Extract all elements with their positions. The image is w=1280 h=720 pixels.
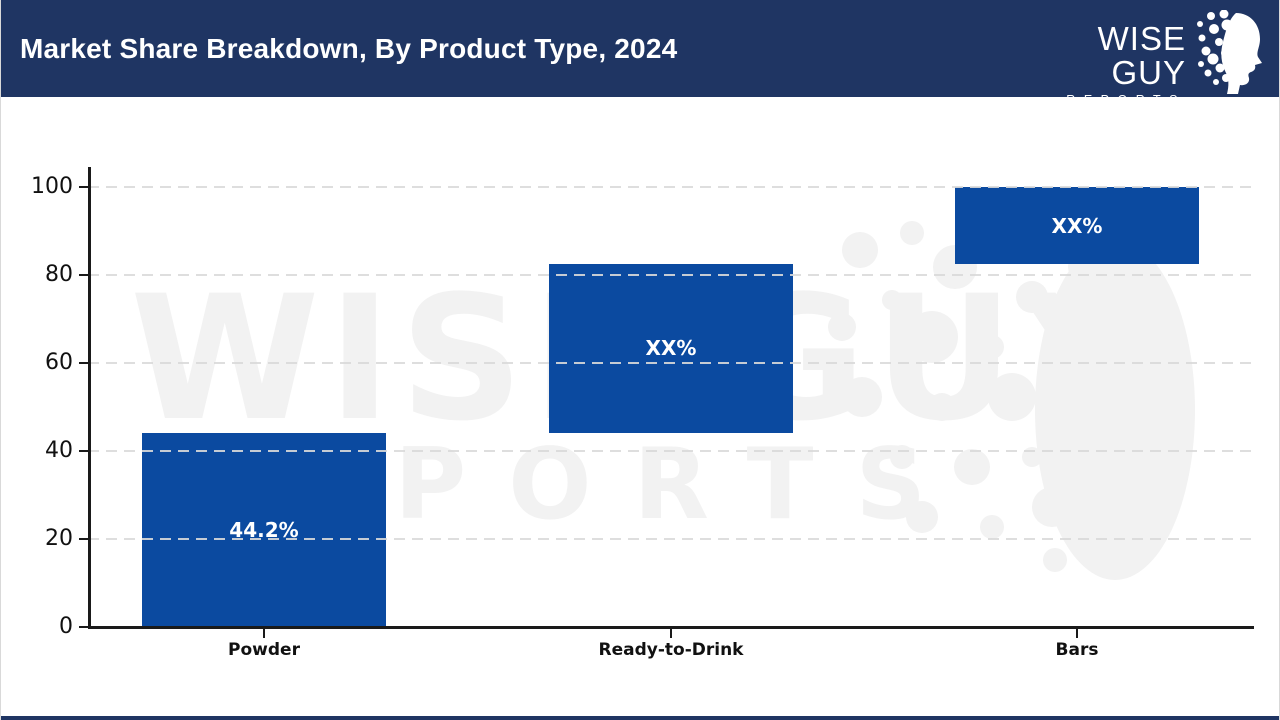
y-tick-label-0: 0 xyxy=(59,614,73,639)
gridline-100 xyxy=(88,186,1254,188)
watermark-head-dots xyxy=(828,221,1195,580)
x-tick-2 xyxy=(669,629,673,638)
brand-name: WISE GUY xyxy=(1097,20,1186,91)
gridline-80 xyxy=(88,274,1254,276)
x-axis-line xyxy=(88,626,1254,629)
bar-value-label: XX% xyxy=(1051,213,1103,238)
y-tick-0 xyxy=(79,625,88,629)
footer-bar xyxy=(0,716,1280,720)
bar-bars: XX% xyxy=(955,187,1199,264)
page-title: Market Share Breakdown, By Product Type,… xyxy=(20,32,678,64)
y-tick-40 xyxy=(79,449,88,453)
y-tick-20 xyxy=(79,537,88,541)
brand-subname: REPORTS xyxy=(1066,93,1186,107)
x-category-label: Bars xyxy=(1055,640,1099,660)
gridline-60 xyxy=(88,362,1254,364)
y-tick-label-20: 20 xyxy=(45,526,73,551)
brand-logo-text: WISE GUY REPORTS xyxy=(1022,20,1186,108)
bar-value-label: XX% xyxy=(645,336,697,361)
bar-powder: 44.2% xyxy=(142,432,386,627)
y-axis-line xyxy=(88,167,91,629)
brand-logo: WISE GUY REPORTS xyxy=(1022,6,1262,107)
bar-ready-to-drink: XX% xyxy=(549,264,793,433)
y-tick-60 xyxy=(79,361,88,365)
x-category-label: Powder xyxy=(228,640,300,660)
gridline-40 xyxy=(88,450,1254,452)
x-category-label: Ready-to-Drink xyxy=(598,640,744,660)
y-tick-100 xyxy=(79,185,88,189)
y-tick-80 xyxy=(79,273,88,277)
y-tick-label-100: 100 xyxy=(31,174,73,199)
x-tick-3 xyxy=(1075,629,1079,638)
y-tick-label-60: 60 xyxy=(45,350,73,375)
bar-value-label: 44.2% xyxy=(229,517,299,542)
y-tick-label-40: 40 xyxy=(45,438,73,463)
header-bar: Market Share Breakdown, By Product Type,… xyxy=(0,0,1280,107)
head-profile-icon xyxy=(1197,10,1262,94)
y-tick-label-80: 80 xyxy=(45,262,73,287)
x-tick-1 xyxy=(262,629,266,638)
gridline-20 xyxy=(88,538,1254,540)
